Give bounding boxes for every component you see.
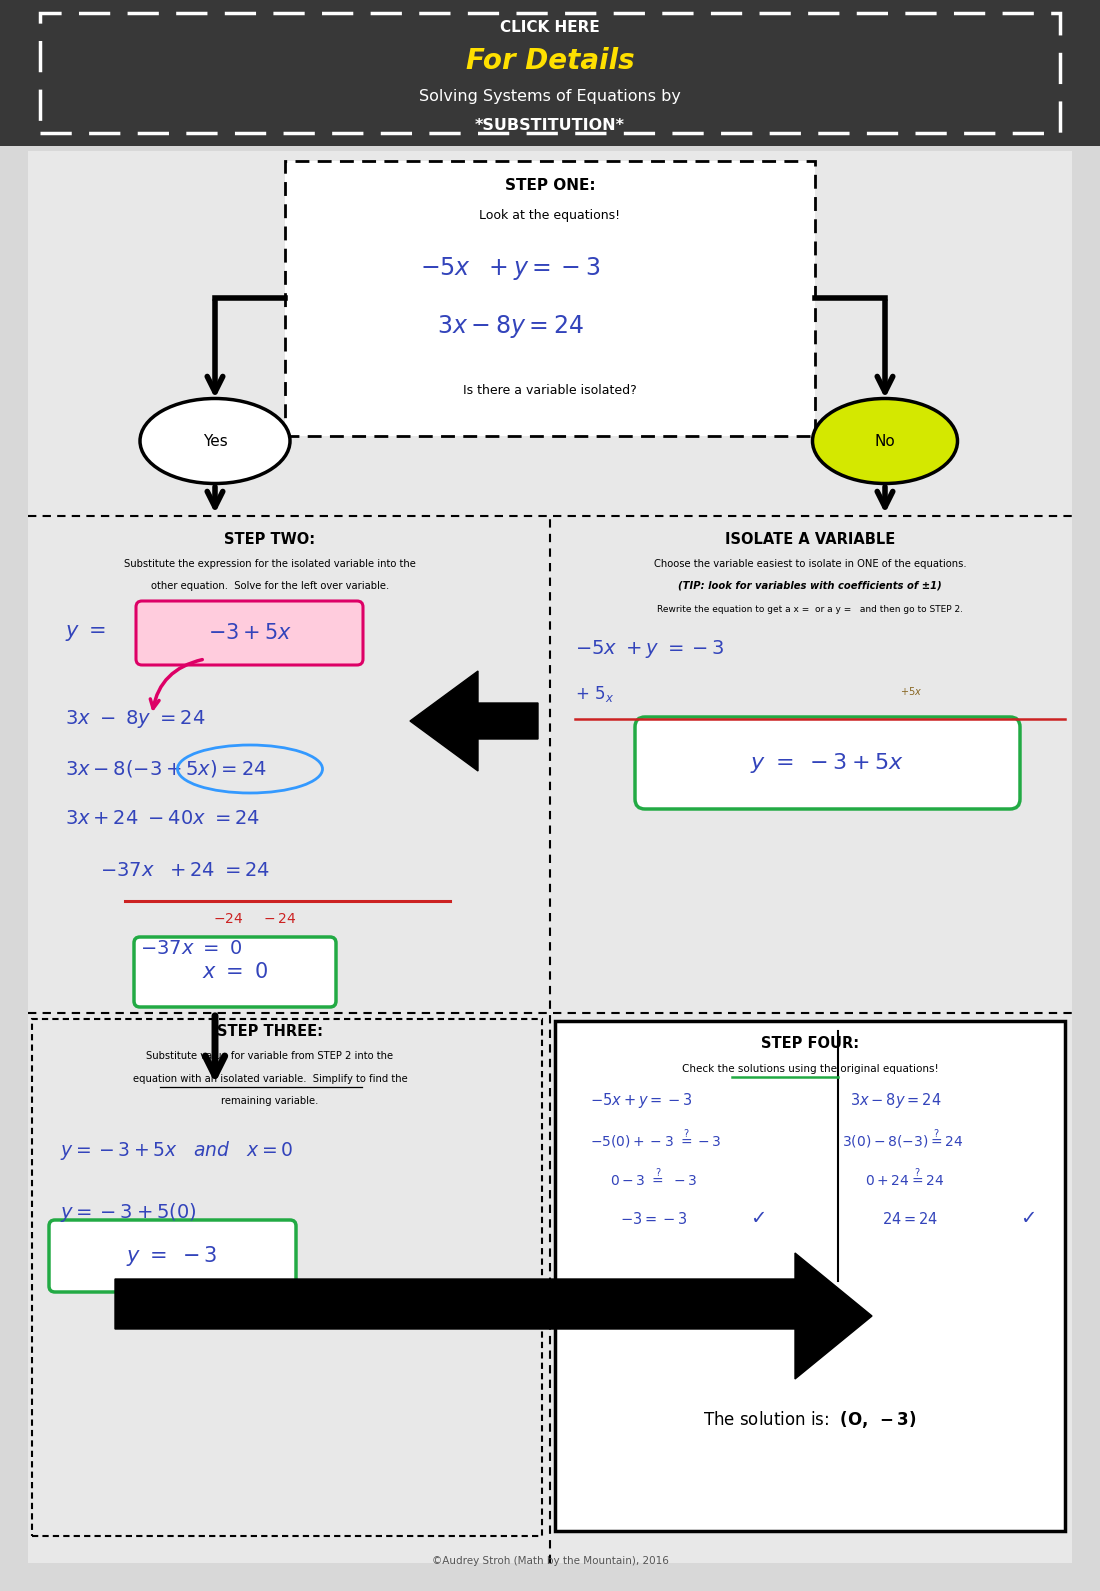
Text: $y=-3+5(0)$: $y=-3+5(0)$ bbox=[60, 1201, 197, 1225]
Text: $-37x\ \ +24\ =24$: $-37x\ \ +24\ =24$ bbox=[100, 861, 271, 880]
Polygon shape bbox=[410, 671, 538, 772]
Text: CLICK HERE: CLICK HERE bbox=[500, 21, 600, 35]
Text: remaining variable.: remaining variable. bbox=[221, 1096, 319, 1106]
Text: ✓: ✓ bbox=[1020, 1209, 1036, 1228]
Text: Choose the variable easiest to isolate in ONE of the equations.: Choose the variable easiest to isolate i… bbox=[653, 558, 966, 570]
Text: $x\ =\ 0$: $x\ =\ 0$ bbox=[202, 963, 268, 982]
Text: $0+24\overset{?}{=}24$: $0+24\overset{?}{=}24$ bbox=[865, 1166, 945, 1190]
Text: The solution is:  $\mathbf{( O ,\ -3 )}$: The solution is: $\mathbf{( O ,\ -3 )}$ bbox=[703, 1408, 916, 1429]
Text: $24=24$: $24=24$ bbox=[882, 1211, 938, 1227]
Ellipse shape bbox=[813, 398, 957, 484]
Text: $3x - 8y = 24$: $3x - 8y = 24$ bbox=[437, 312, 583, 339]
Bar bbox=[32, 1018, 542, 1535]
Text: equation with an isolated variable.  Simplify to find the: equation with an isolated variable. Simp… bbox=[133, 1074, 407, 1083]
Text: $3x-8(-3+5x)=24$: $3x-8(-3+5x)=24$ bbox=[65, 759, 267, 780]
Text: $y\ =\ -3$: $y\ =\ -3$ bbox=[126, 1244, 218, 1268]
Text: Substitute value for variable from STEP 2 into the: Substitute value for variable from STEP … bbox=[146, 1052, 394, 1061]
Text: $-5(0)+-3\ \overset{?}{=}-3$: $-5(0)+-3\ \overset{?}{=}-3$ bbox=[590, 1126, 722, 1150]
Text: other equation.  Solve for the left over variable.: other equation. Solve for the left over … bbox=[151, 581, 389, 590]
Text: $y=-3+5x$   and   $x=0$: $y=-3+5x$ and $x=0$ bbox=[60, 1139, 294, 1163]
Text: ISOLATE A VARIABLE: ISOLATE A VARIABLE bbox=[725, 531, 895, 546]
Text: STEP FOUR:: STEP FOUR: bbox=[761, 1036, 859, 1052]
Text: Look at the equations!: Look at the equations! bbox=[480, 208, 620, 221]
Text: ✓: ✓ bbox=[750, 1209, 767, 1228]
Text: Rewrite the equation to get a x =  or a y =   and then go to STEP 2.: Rewrite the equation to get a x = or a y… bbox=[657, 605, 962, 614]
Text: $-24\ \ \ \ -24$: $-24\ \ \ \ -24$ bbox=[213, 912, 297, 926]
Text: $3x\ -\ 8y\ =24$: $3x\ -\ 8y\ =24$ bbox=[65, 708, 206, 730]
Text: For Details: For Details bbox=[465, 48, 635, 75]
Text: $-5x\ +y\ =-3$: $-5x\ +y\ =-3$ bbox=[575, 638, 724, 660]
Bar bbox=[28, 151, 1072, 1562]
Text: (TIP: look for variables with coefficients of ±1): (TIP: look for variables with coefficien… bbox=[678, 581, 942, 590]
Text: Substitute the expression for the isolated variable into the: Substitute the expression for the isolat… bbox=[124, 558, 416, 570]
Text: $-3=-3$: $-3=-3$ bbox=[620, 1211, 688, 1227]
Text: ©Audrey Stroh (Math by the Mountain), 2016: ©Audrey Stroh (Math by the Mountain), 20… bbox=[431, 1556, 669, 1566]
Text: STEP TWO:: STEP TWO: bbox=[224, 531, 316, 546]
Text: $y\ =$: $y\ =$ bbox=[65, 624, 106, 643]
Text: Yes: Yes bbox=[202, 433, 228, 449]
Text: Is there a variable isolated?: Is there a variable isolated? bbox=[463, 385, 637, 398]
Text: $-5x+y=-3$: $-5x+y=-3$ bbox=[590, 1091, 693, 1111]
Text: $-3+5x$: $-3+5x$ bbox=[208, 624, 293, 643]
Polygon shape bbox=[116, 1254, 872, 1379]
Text: $3x-8y=24$: $3x-8y=24$ bbox=[850, 1091, 942, 1111]
Text: $y\ =\ -3+5x$: $y\ =\ -3+5x$ bbox=[750, 751, 904, 775]
Text: *SUBSTITUTION*: *SUBSTITUTION* bbox=[475, 118, 625, 134]
Text: STEP ONE:: STEP ONE: bbox=[505, 178, 595, 193]
Bar bbox=[285, 161, 815, 436]
Text: No: No bbox=[874, 433, 895, 449]
Text: Check the solutions using the original equations!: Check the solutions using the original e… bbox=[682, 1064, 938, 1074]
Text: $3x+24\ -40x\ =24$: $3x+24\ -40x\ =24$ bbox=[65, 810, 261, 829]
FancyBboxPatch shape bbox=[635, 718, 1020, 808]
FancyBboxPatch shape bbox=[134, 937, 336, 1007]
Bar bbox=[285, 161, 815, 436]
Text: $-37x\ =\ 0$: $-37x\ =\ 0$ bbox=[140, 940, 242, 958]
FancyBboxPatch shape bbox=[136, 601, 363, 665]
Text: $+\ 5_x$: $+\ 5_x$ bbox=[575, 684, 614, 703]
Text: ${}^{+5x}$: ${}^{+5x}$ bbox=[900, 687, 922, 702]
Ellipse shape bbox=[140, 398, 290, 484]
Bar bbox=[0, 0, 1100, 146]
Text: $3(0)-8(-3)\overset{?}{=}24$: $3(0)-8(-3)\overset{?}{=}24$ bbox=[842, 1126, 964, 1150]
FancyBboxPatch shape bbox=[50, 1220, 296, 1292]
Text: STEP THREE:: STEP THREE: bbox=[217, 1023, 323, 1039]
Text: $0-3\ \overset{?}{=}\ -3$: $0-3\ \overset{?}{=}\ -3$ bbox=[610, 1166, 697, 1190]
Text: Solving Systems of Equations by: Solving Systems of Equations by bbox=[419, 89, 681, 103]
Text: $-5x\ \ +y = -3$: $-5x\ \ +y = -3$ bbox=[420, 256, 601, 283]
Bar bbox=[556, 1021, 1065, 1531]
Bar bbox=[40, 13, 1060, 134]
